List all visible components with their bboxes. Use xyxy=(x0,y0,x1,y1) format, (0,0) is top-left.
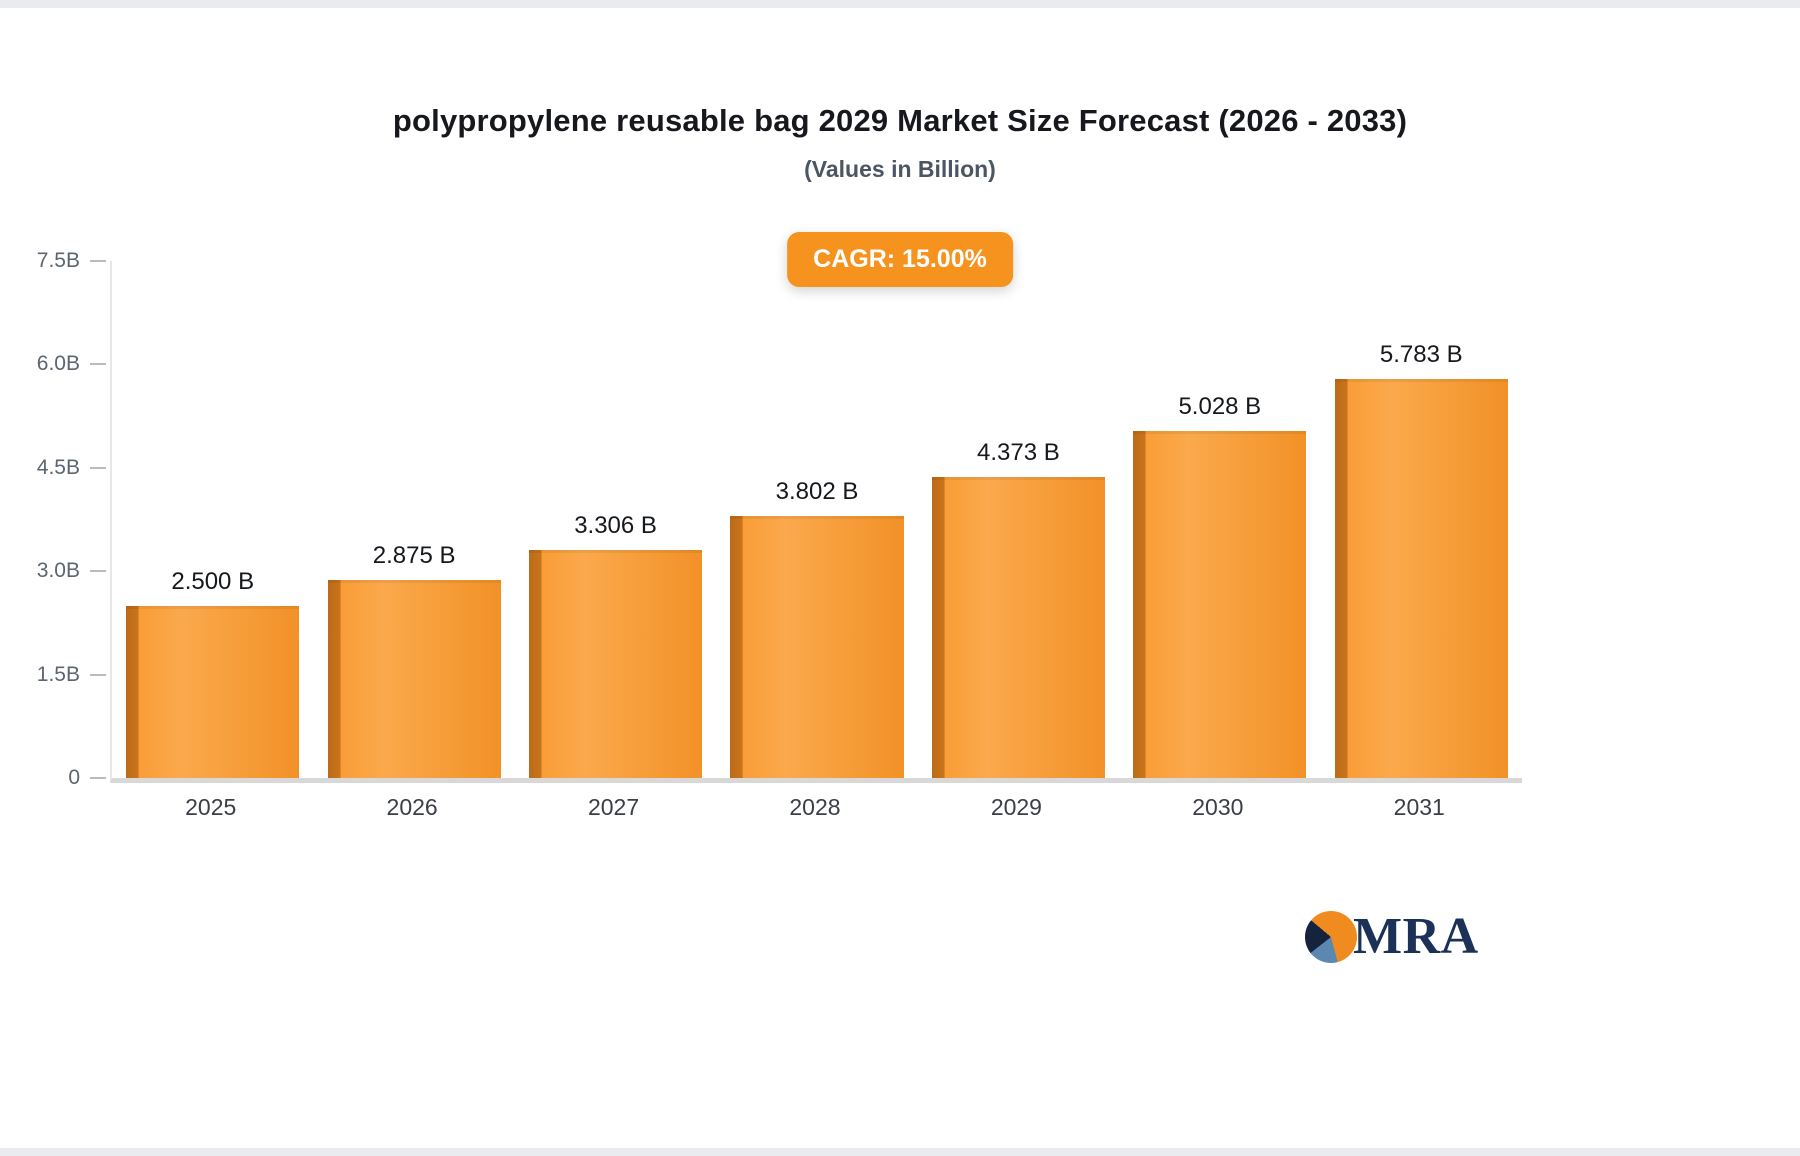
y-tick: 6.0B xyxy=(14,351,106,377)
x-axis-label: 2028 xyxy=(789,794,841,820)
plot-area: 2.500 B 2.875 B 3.306 B 3.802 B 4.373 B 5.028… xyxy=(110,261,1522,783)
y-tick: 0 xyxy=(14,765,106,791)
bar-value-label: 5.783 B xyxy=(1379,341,1463,369)
y-tick-label: 7.5B xyxy=(36,249,80,272)
x-axis-labels: 2025 2026 2027 2028 2029 2030 2031 xyxy=(110,794,1520,821)
y-tick-label: 6.0B xyxy=(36,352,80,376)
y-tick-mark xyxy=(90,777,106,779)
bar-value-label: 2.500 B xyxy=(171,567,255,595)
bar-group-2025: 2.500 B xyxy=(112,261,313,778)
y-tick-label: 4.5B xyxy=(36,455,80,479)
x-axis-label: 2031 xyxy=(1393,794,1445,820)
bar-group-2030: 5.028 B xyxy=(1119,261,1320,778)
bar-group-2031: 5.783 B xyxy=(1321,261,1522,778)
y-tick: 4.5B xyxy=(14,455,106,481)
y-tick-mark xyxy=(90,260,106,262)
bar-2028 xyxy=(730,515,904,778)
y-tick-mark xyxy=(90,466,106,469)
logo-text: MRA xyxy=(1353,908,1479,965)
bar-value-label: 5.028 B xyxy=(1178,393,1262,421)
cagr-badge: CAGR: 15.00% xyxy=(787,232,1013,287)
x-axis-label: 2030 xyxy=(1192,794,1244,820)
bar-2025 xyxy=(126,605,300,778)
bar-2026 xyxy=(327,579,501,778)
bar-2030 xyxy=(1133,431,1307,778)
bar-2027 xyxy=(528,550,703,778)
bar-group-2028: 3.802 B xyxy=(716,261,917,778)
y-tick: 3.0B xyxy=(14,558,106,584)
y-tick-label: 3.0B xyxy=(36,559,80,583)
y-tick-label: 1.5B xyxy=(36,662,80,686)
brand-logo: MRA xyxy=(1305,911,1479,963)
bar-group-2029: 4.373 B xyxy=(918,261,1119,778)
y-tick: 7.5B xyxy=(14,248,106,274)
x-axis-label: 2027 xyxy=(587,794,640,820)
bar-2031 xyxy=(1334,379,1508,778)
x-axis-label: 2026 xyxy=(386,794,438,820)
bar-value-label: 3.306 B xyxy=(574,512,657,540)
bar-value-label: 3.802 B xyxy=(775,477,859,505)
y-tick-label: 0 xyxy=(68,766,80,789)
y-tick-mark xyxy=(90,673,106,676)
x-axis-label: 2025 xyxy=(185,794,237,820)
y-tick: 1.5B xyxy=(14,662,106,688)
bar-value-label: 2.875 B xyxy=(372,541,456,569)
bars-container: 2.500 B 2.875 B 3.306 B 3.802 B 4.373 B 5.028… xyxy=(112,261,1522,778)
chart-title: polypropylene reusable bag 2029 Market S… xyxy=(392,103,1408,138)
bar-group-2026: 2.875 B xyxy=(313,261,514,778)
chart-card: polypropylene reusable bag 2029 Market S… xyxy=(0,8,1800,1148)
bar-2029 xyxy=(931,476,1105,778)
chart-subtitle: (Values in Billion) xyxy=(804,156,996,182)
y-tick-mark xyxy=(90,570,106,573)
y-tick-mark xyxy=(90,363,106,366)
x-axis-label: 2029 xyxy=(990,794,1042,820)
logo-pie-chart-icon xyxy=(1305,911,1357,963)
bar-group-2027: 3.306 B xyxy=(515,261,716,778)
bar-value-label: 4.373 B xyxy=(977,438,1060,466)
